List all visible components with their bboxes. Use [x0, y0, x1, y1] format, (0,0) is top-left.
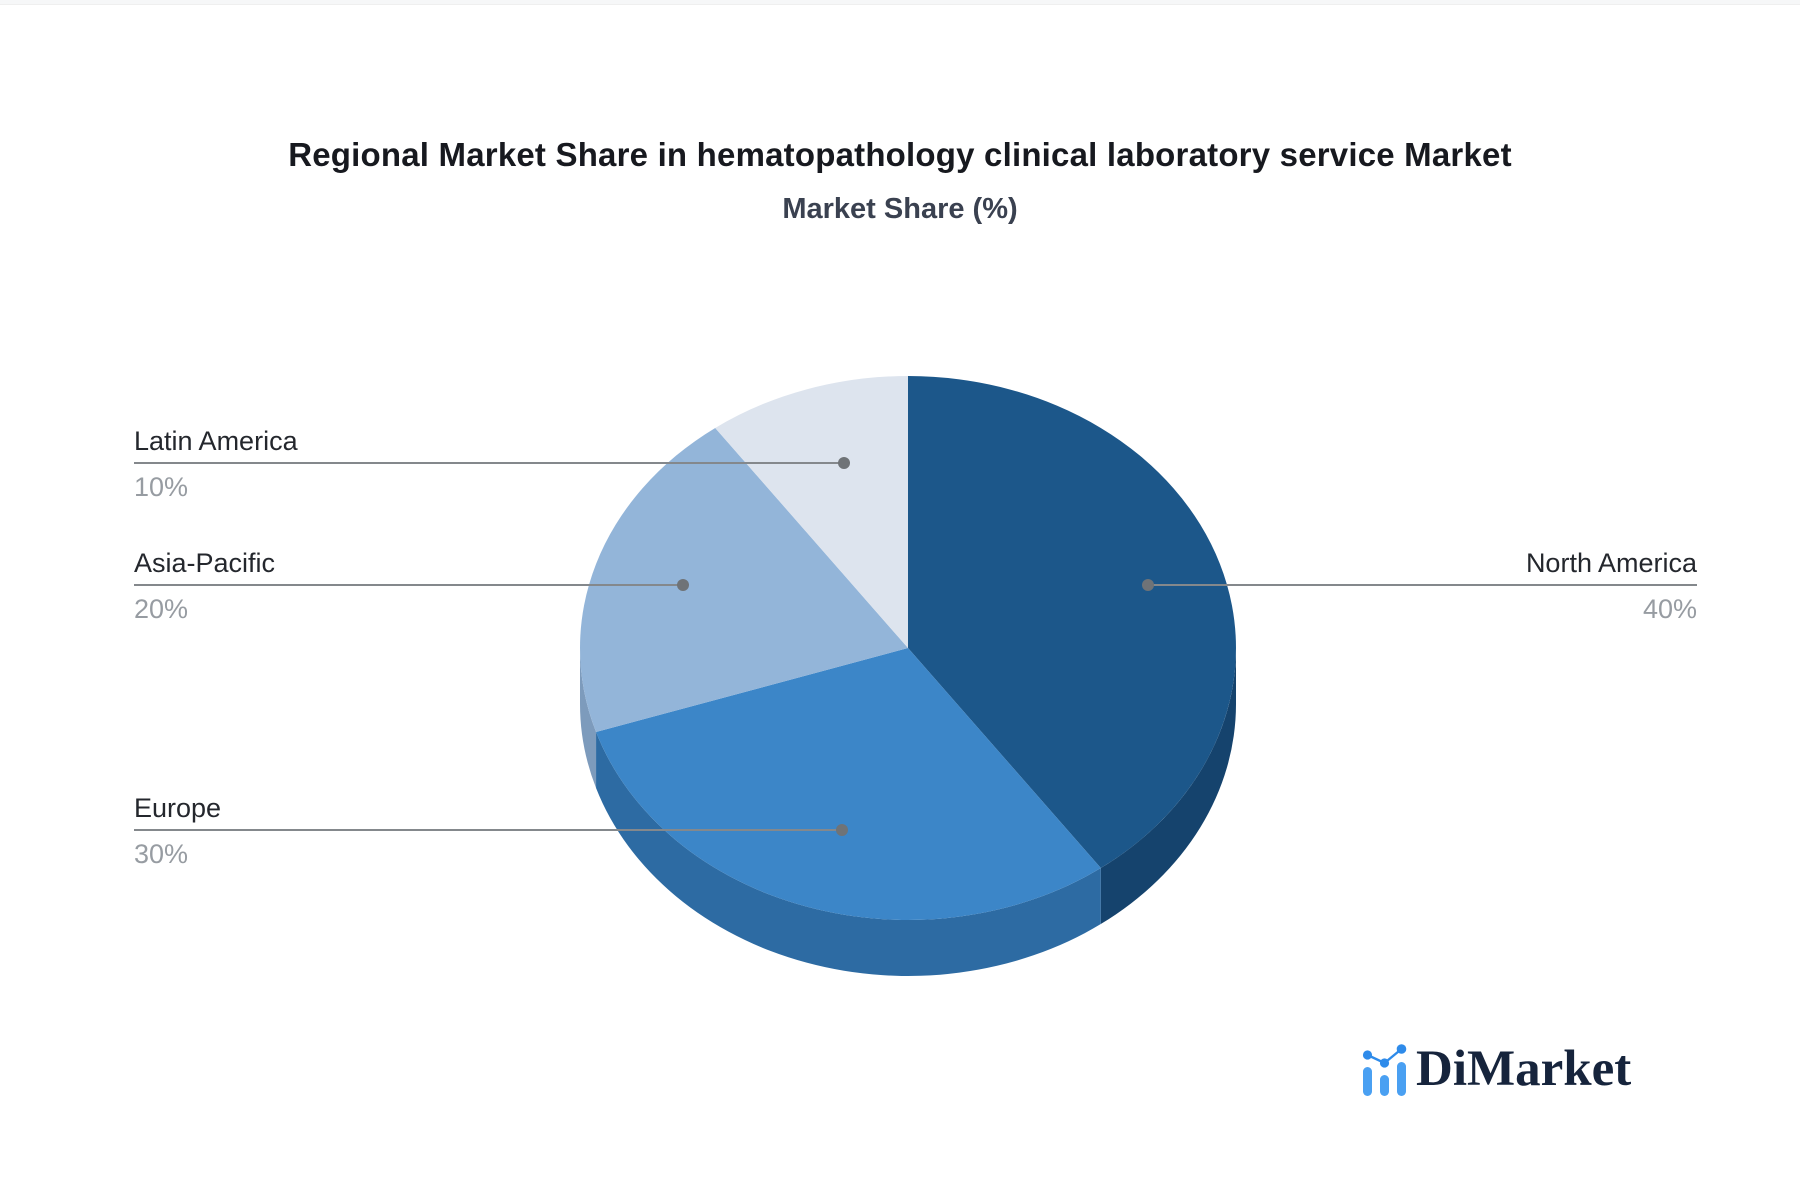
slice-label-north-america: North America	[1525, 548, 1697, 578]
leader-line-asia-pacific	[134, 584, 683, 586]
slice-pct-latin-america: 10%	[134, 472, 189, 502]
pie-slice-north-america	[908, 376, 1236, 869]
top-edge-strip	[0, 0, 1800, 5]
slice-label-latin-america: Latin America	[134, 426, 298, 456]
pie-slice-europe	[596, 648, 1101, 920]
pie-slice-side-europe	[596, 732, 1101, 976]
bar-line-chart-icon	[1362, 1044, 1407, 1096]
leader-dot-latin-america	[838, 457, 850, 469]
brand-logo: DiMarket	[1362, 1040, 1682, 1102]
leader-line-latin-america	[134, 462, 844, 464]
leader-dot-europe	[836, 824, 848, 836]
brand-name: DiMarket	[1416, 1041, 1632, 1097]
pie-slice-latin-america	[715, 376, 908, 648]
slice-pct-north-america: 40%	[1642, 594, 1697, 624]
slice-label-asia-pacific: Asia-Pacific	[134, 548, 276, 578]
slice-pct-asia-pacific: 20%	[134, 594, 189, 624]
leader-dot-asia-pacific	[677, 579, 689, 591]
leader-line-europe	[134, 829, 842, 831]
pie-slice-side-north-america	[1100, 648, 1236, 925]
leader-line-north-america	[1148, 584, 1697, 586]
chart-subtitle: Market Share (%)	[782, 193, 1018, 225]
slice-label-europe: Europe	[134, 793, 222, 823]
pie-slice-side-asia-pacific	[580, 648, 597, 789]
chart-title: Regional Market Share in hematopathology…	[288, 136, 1512, 173]
pie-slice-asia-pacific	[579, 427, 908, 733]
slice-pct-europe: 30%	[134, 839, 189, 869]
leader-dot-north-america	[1142, 579, 1154, 591]
